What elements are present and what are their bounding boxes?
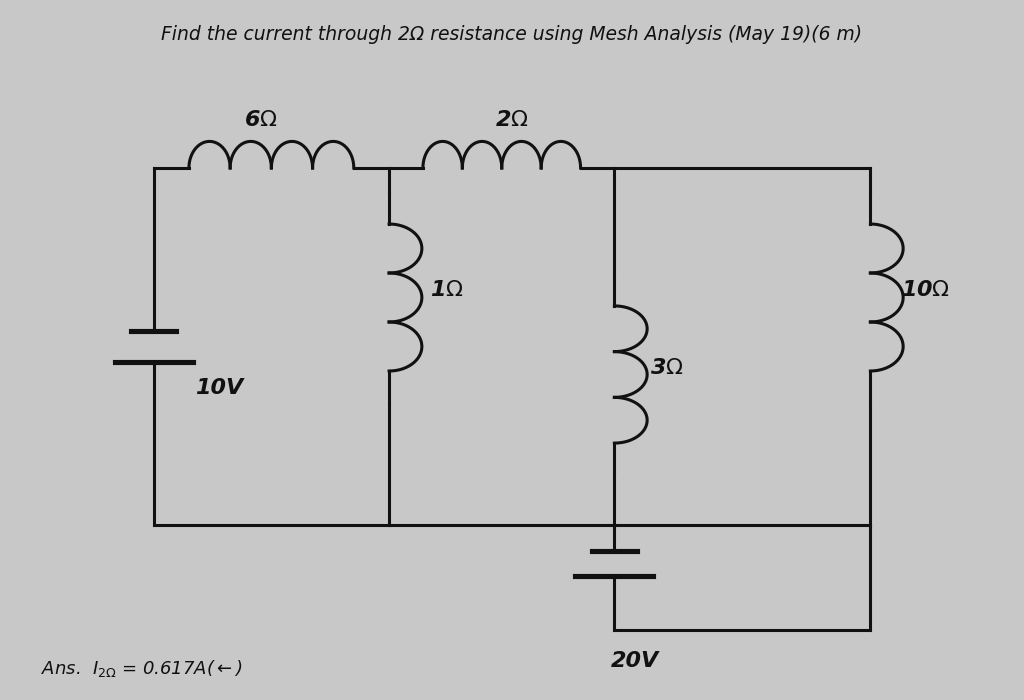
Text: 3$\Omega$: 3$\Omega$ xyxy=(650,358,684,377)
Text: Ans.  $I_{2\Omega}$ = 0.617A($\leftarrow$): Ans. $I_{2\Omega}$ = 0.617A($\leftarrow$… xyxy=(41,658,243,679)
Text: 2$\Omega$: 2$\Omega$ xyxy=(496,109,528,130)
Text: 20V: 20V xyxy=(610,651,659,671)
Text: 1$\Omega$: 1$\Omega$ xyxy=(430,281,464,300)
Text: 10V: 10V xyxy=(195,379,243,398)
Text: 6$\Omega$: 6$\Omega$ xyxy=(245,109,278,130)
Text: Find the current through 2Ω resistance using Mesh Analysis (May 19)(6 m): Find the current through 2Ω resistance u… xyxy=(162,25,862,43)
Text: 10$\Omega$: 10$\Omega$ xyxy=(901,281,950,300)
